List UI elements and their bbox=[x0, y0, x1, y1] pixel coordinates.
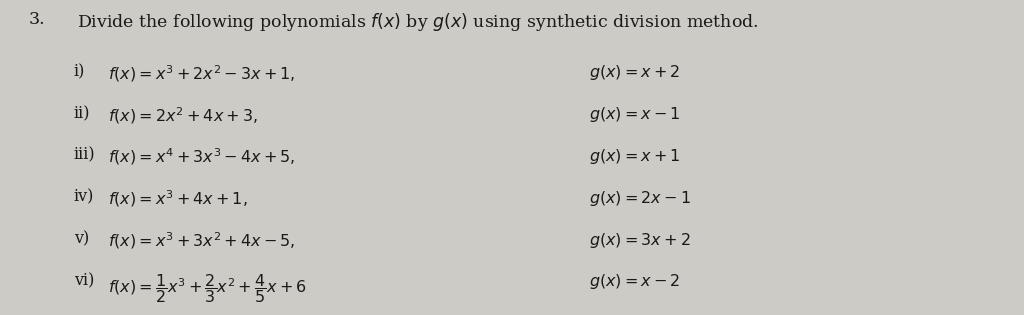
Text: iv): iv) bbox=[74, 189, 94, 206]
Text: vi): vi) bbox=[74, 272, 94, 289]
Text: ii): ii) bbox=[74, 105, 90, 122]
Text: $f(x) = x^4 + 3x^3 - 4x + 5,$: $f(x) = x^4 + 3x^3 - 4x + 5,$ bbox=[108, 147, 295, 168]
Text: Divide the following polynomials $f(x)$ by $g(x)$ using synthetic division metho: Divide the following polynomials $f(x)$ … bbox=[77, 11, 759, 33]
Text: i): i) bbox=[74, 63, 85, 80]
Text: $g(x) = x - 1$: $g(x) = x - 1$ bbox=[589, 105, 680, 124]
Text: $f(x) = \dfrac{1}{2}x^3 + \dfrac{2}{3}x^2 + \dfrac{4}{5}x + 6$: $f(x) = \dfrac{1}{2}x^3 + \dfrac{2}{3}x^… bbox=[108, 272, 306, 306]
Text: $g(x) = 2x - 1$: $g(x) = 2x - 1$ bbox=[589, 189, 690, 208]
Text: $g(x) = 3x + 2$: $g(x) = 3x + 2$ bbox=[589, 231, 690, 249]
Text: $g(x) = x - 2$: $g(x) = x - 2$ bbox=[589, 272, 680, 291]
Text: $f(x) = x^3 + 4x + 1,$: $f(x) = x^3 + 4x + 1,$ bbox=[108, 189, 247, 209]
Text: v): v) bbox=[74, 231, 89, 248]
Text: 3.: 3. bbox=[29, 11, 45, 28]
Text: $f(x) = x^3 + 2x^2 - 3x + 1,$: $f(x) = x^3 + 2x^2 - 3x + 1,$ bbox=[108, 63, 295, 84]
Text: $g(x) = x + 1$: $g(x) = x + 1$ bbox=[589, 147, 680, 166]
Text: $f(x) = x^3 + 3x^2 + 4x - 5,$: $f(x) = x^3 + 3x^2 + 4x - 5,$ bbox=[108, 231, 295, 251]
Text: $g(x) = x + 2$: $g(x) = x + 2$ bbox=[589, 63, 680, 82]
Text: $f(x) = 2x^2 + 4x + 3,$: $f(x) = 2x^2 + 4x + 3,$ bbox=[108, 105, 257, 126]
Text: iii): iii) bbox=[74, 147, 95, 164]
